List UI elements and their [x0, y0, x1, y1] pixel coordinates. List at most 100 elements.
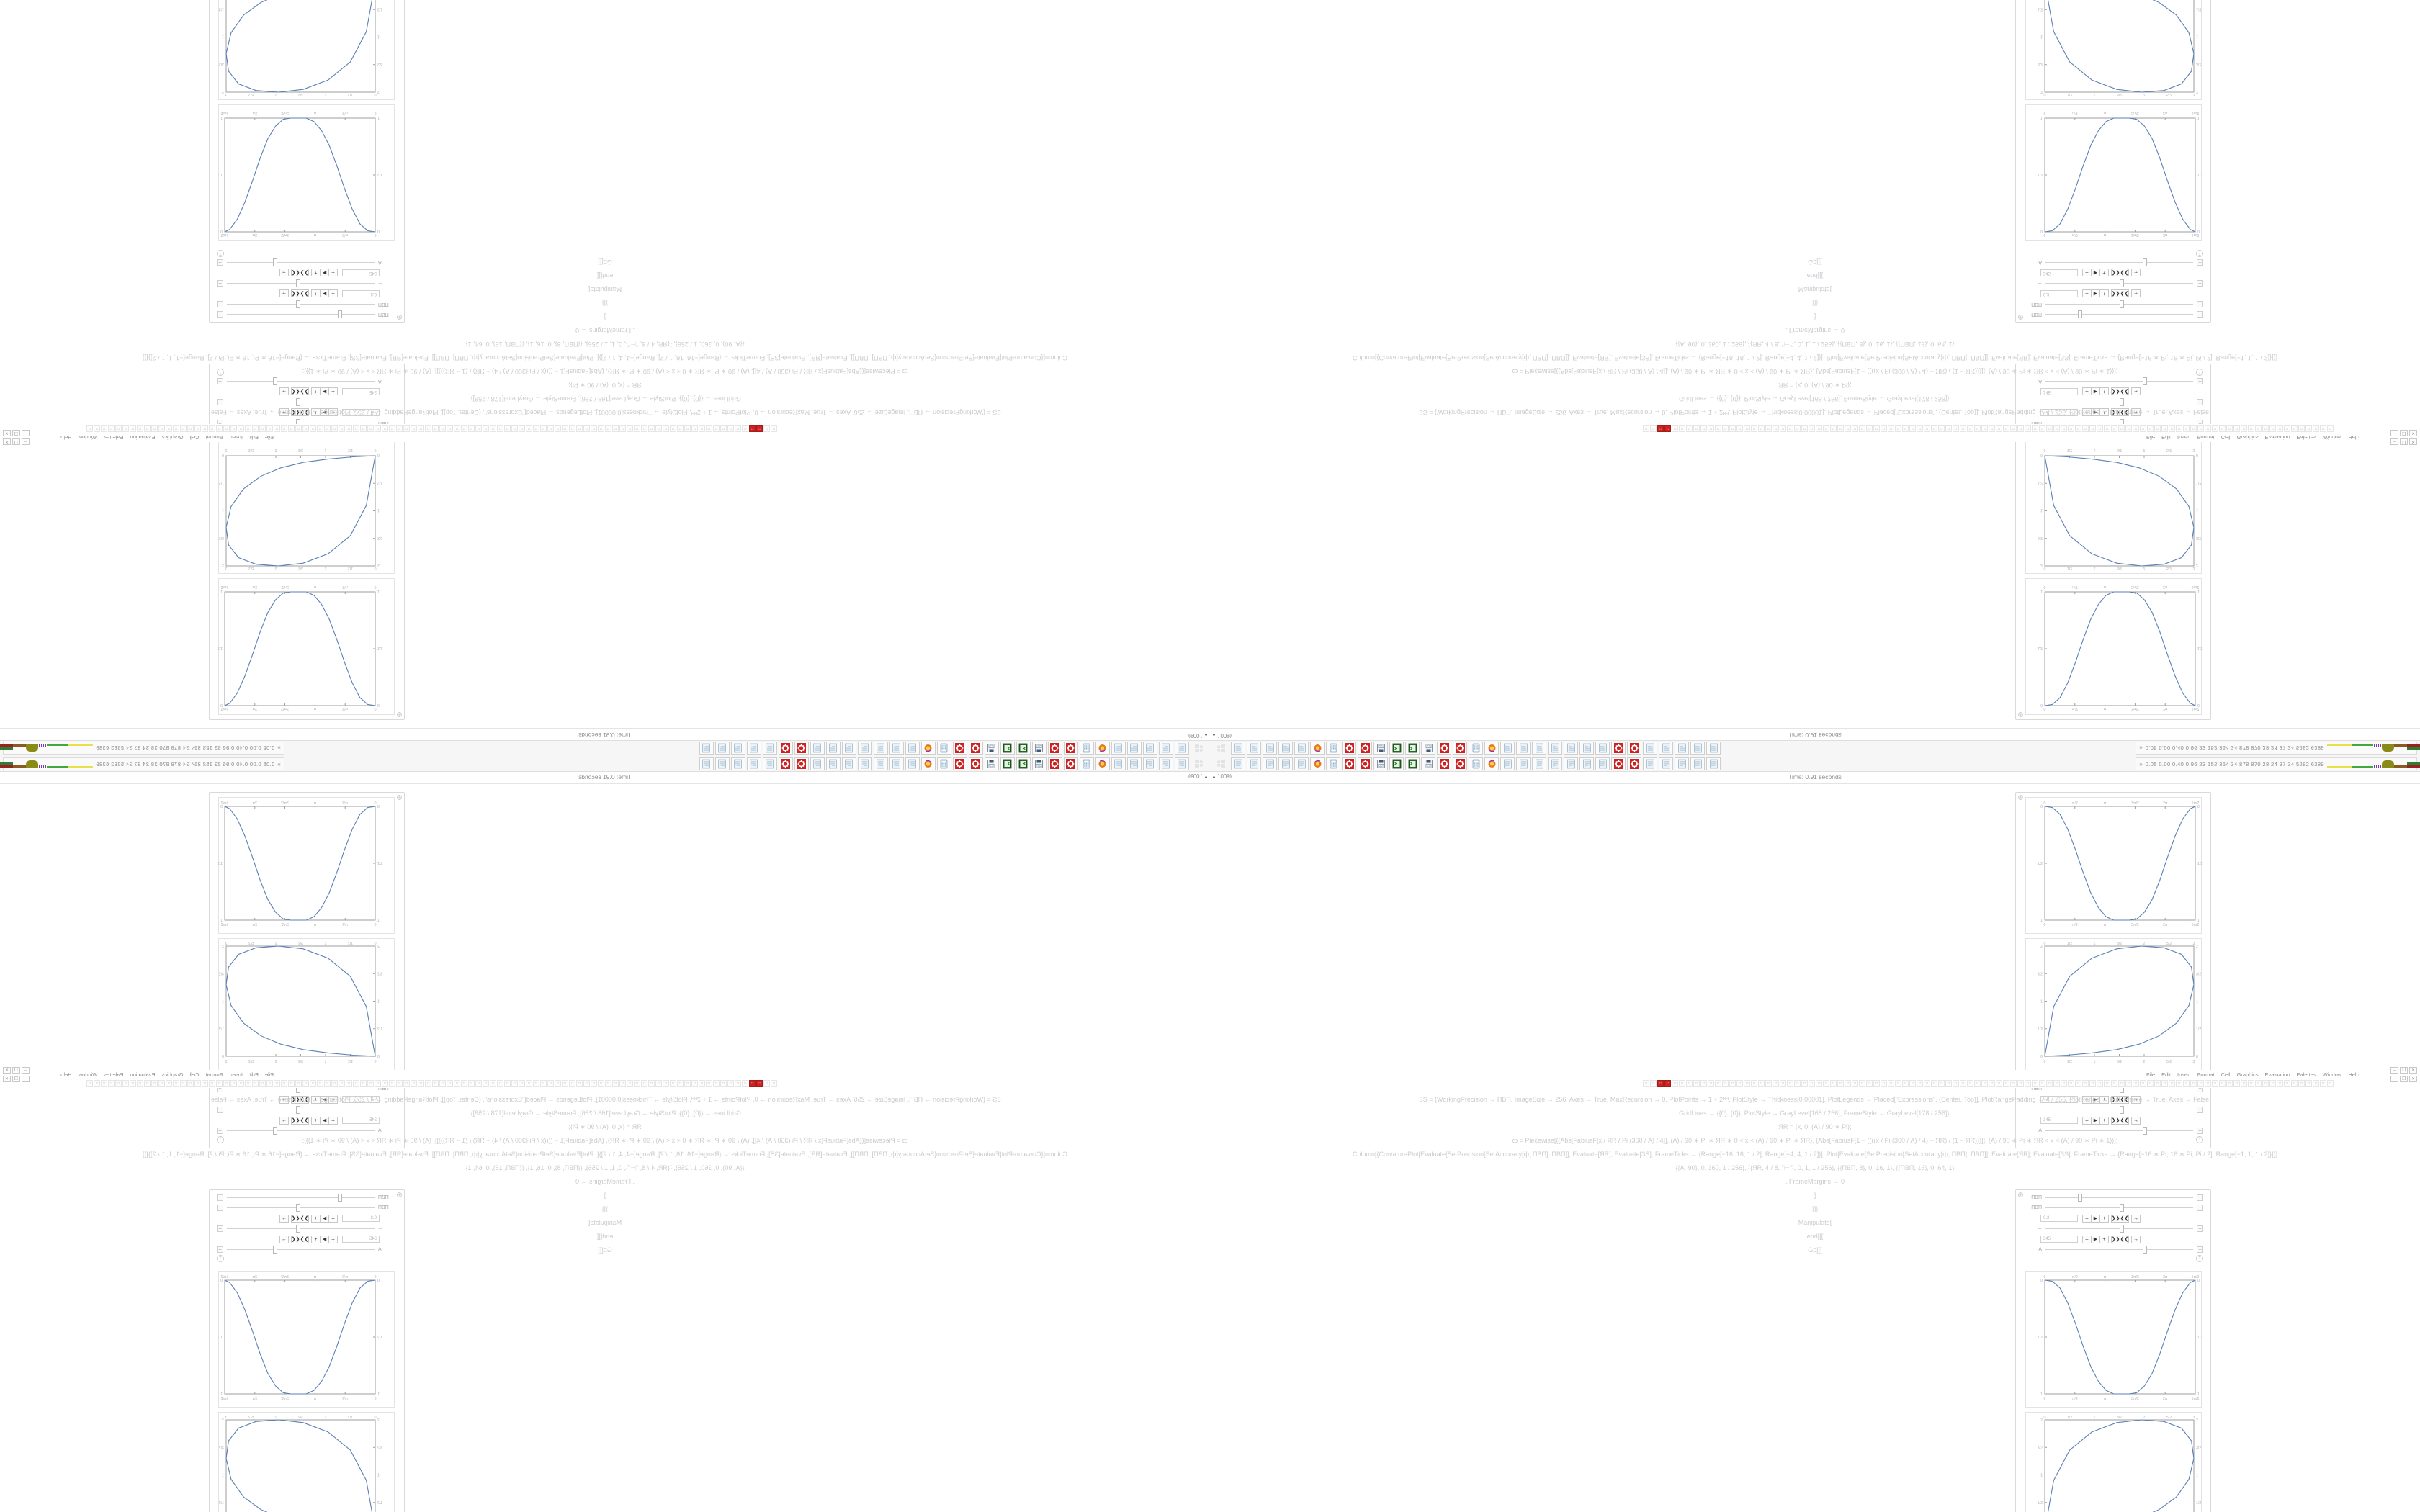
animation-button[interactable]: ❮❮ [2120, 1214, 2129, 1223]
toolbar-icon[interactable]: □ [2032, 425, 2038, 433]
taskbar-button[interactable] [1326, 742, 1340, 755]
toolbar-icon[interactable]: □ [2111, 425, 2118, 433]
toolbar-icon[interactable]: □ [180, 1079, 187, 1087]
toolbar-icon[interactable]: □ [1924, 1079, 1930, 1087]
toolbar-icon[interactable]: □ [1974, 425, 1981, 433]
toolbar-icon[interactable]: □ [2133, 425, 2139, 433]
mathematica-notebook-window[interactable]: 0 0 π/2 π/2 π π 3π/2 3π/2 2π 2π 5π/2 5π/2 0 0 1/2 1/2 1 1… [0, 783, 1210, 1512]
toolbar-icon[interactable]: □ [468, 1079, 475, 1087]
toolbar-icon[interactable]: □ [202, 425, 208, 433]
slider-thumb[interactable] [272, 258, 277, 266]
minimize-button[interactable]: – [2390, 1067, 2398, 1074]
menu-item-cell[interactable]: Cell [2220, 434, 2231, 441]
toolbar-icon[interactable]: □ [2277, 1079, 2283, 1087]
animation-button[interactable]: + [2099, 289, 2109, 298]
toolbar-icon[interactable]: □ [425, 1079, 431, 1087]
toolbar-icon[interactable]: □ [187, 1079, 194, 1087]
animation-button[interactable]: ❮❮ [2120, 289, 2129, 298]
notebook-code-block[interactable]: ЗS = {WorkingPrecision → ПВП, ImageSize … [0, 1093, 1210, 1257]
toolbar-icon[interactable]: □ [2097, 1079, 2103, 1087]
toolbar-icon[interactable]: □ [504, 425, 511, 433]
taskbar-button[interactable] [842, 742, 856, 755]
slider-thumb[interactable] [337, 310, 342, 318]
slider-track[interactable] [2045, 310, 2193, 318]
taskbar-button[interactable] [1516, 757, 1531, 770]
menu-item-graphics[interactable]: Graphics [2236, 1071, 2259, 1078]
toolbar-icon[interactable]: □ [526, 1079, 532, 1087]
toolbar-icon[interactable]: □ [1751, 425, 1757, 433]
taskbar-button[interactable] [1675, 757, 1689, 770]
toolbar-icon[interactable]: □ [655, 1079, 662, 1087]
toolbar-icon[interactable]: □ [2104, 425, 2110, 433]
taskbar-button[interactable] [937, 742, 951, 755]
resize-corner-icon[interactable] [2018, 712, 2023, 717]
toolbar-icon[interactable]: □ [742, 425, 748, 433]
toolbar-icon[interactable]: □ [763, 425, 770, 433]
slider-track[interactable] [2045, 279, 2193, 287]
notebook-toolbar[interactable]: □ □ □ □ □ □ □ □ □ □ □ □ □ □ □ □ □ □ □ □ □ □ □ □ □ □ □ □ □ □ □ □ □ □ □ □ □ □ □ □… [1641, 424, 2334, 433]
toolbar-icon[interactable]: □ [461, 425, 467, 433]
toolbar-icon[interactable]: □ [223, 1079, 230, 1087]
menu-item-evaluation[interactable]: Evaluation [130, 1071, 156, 1078]
animation-button[interactable]: + [311, 289, 321, 298]
plot-curvature[interactable]: 0 0 π/2 π/2 π π 3π/2 3π/2 2π 2π 5π/2 5π/2 0 0 1/2 1/2 1 1 [218, 1271, 395, 1408]
slider-stepper-button[interactable]: + [2197, 1205, 2203, 1211]
taskbar-button[interactable] [1127, 742, 1142, 755]
toolbar-icon[interactable]: □ [2298, 425, 2305, 433]
toolbar-icon[interactable]: □ [360, 425, 367, 433]
slider-row[interactable]: ПВП + [2023, 1193, 2203, 1202]
toolbar-icon[interactable]: □ [1643, 1079, 1649, 1087]
slider-row[interactable]: А – [2023, 1245, 2203, 1254]
toolbar-icon[interactable]: □ [202, 1079, 208, 1087]
slider-track[interactable] [227, 1204, 375, 1212]
toolbar-icon[interactable]: □ [245, 425, 251, 433]
animation-value-field[interactable]: 0.2 [2040, 1096, 2078, 1103]
animation-value-field[interactable]: 0.2 [342, 290, 380, 297]
menu-item-window[interactable]: Window [2322, 1071, 2342, 1078]
taskbar-button[interactable] [1659, 757, 1673, 770]
toolbar-icon[interactable]: □ [2089, 1079, 2096, 1087]
toolbar-icon[interactable]: □ [497, 425, 503, 433]
toolbar-icon[interactable]: □ [1773, 1079, 1779, 1087]
toolbar-icon[interactable]: □ [2039, 1079, 2045, 1087]
slider-stepper-button[interactable]: – [217, 280, 223, 287]
toolbar-icon[interactable]: □ [1809, 1079, 1815, 1087]
menu-item-format[interactable]: Format [2197, 434, 2215, 441]
animation-value-field[interactable]: 345 [2040, 1236, 2078, 1243]
toolbar-icon[interactable]: □ [749, 1079, 756, 1087]
taskbar-button[interactable] [731, 742, 745, 755]
slider-row[interactable]: ⊢ – [217, 1224, 397, 1233]
toolbar-icon[interactable]: □ [122, 1079, 129, 1087]
taskbar-button[interactable] [905, 742, 920, 755]
toolbar-icon[interactable]: □ [180, 425, 187, 433]
toolbar-icon[interactable]: □ [454, 425, 460, 433]
toolbar-icon[interactable]: □ [691, 425, 698, 433]
add-control-button[interactable]: + [2196, 1255, 2203, 1262]
window-controls[interactable]: – ❐ ✕ [2390, 1067, 2417, 1074]
window-controls[interactable]: – ❐ ✕ [3, 438, 30, 445]
resize-corner-icon[interactable] [397, 1192, 402, 1197]
taskbar-button[interactable] [747, 757, 761, 770]
menu-item-window[interactable]: Window [78, 434, 98, 441]
toolbar-icon[interactable]: □ [2233, 425, 2240, 433]
add-control-button[interactable]: + [2196, 250, 2203, 257]
menu-item-help[interactable]: Help [60, 434, 72, 441]
toolbar-icon[interactable]: □ [533, 425, 539, 433]
resize-corner-icon[interactable] [397, 315, 402, 320]
toolbar-icon[interactable]: □ [173, 1079, 179, 1087]
notebook-menu-strip[interactable]: File Edit Insert Format Cell Graphics Evaluati… [1210, 1070, 2420, 1088]
toolbar-icon[interactable]: □ [187, 425, 194, 433]
toolbar-icon[interactable]: □ [504, 1079, 511, 1087]
toolbar-icon[interactable]: □ [727, 1079, 734, 1087]
slider-row[interactable]: ⊢ – [2023, 1105, 2203, 1115]
taskbar-button[interactable] [969, 742, 983, 755]
notebook-menubar[interactable]: File Edit Insert Format Cell Graphics Evaluati… [0, 433, 1210, 442]
toolbar-icon[interactable]: □ [2075, 1079, 2081, 1087]
close-button[interactable]: ✕ [3, 1067, 11, 1074]
animation-button[interactable]: ❮❮ [291, 1214, 300, 1223]
taskbar-button[interactable] [1310, 742, 1325, 755]
slider-thumb[interactable] [2078, 310, 2083, 318]
slider-track[interactable] [227, 1225, 375, 1233]
toolbar-icon[interactable]: □ [144, 425, 151, 433]
resize-corner-icon[interactable] [2018, 1192, 2023, 1197]
